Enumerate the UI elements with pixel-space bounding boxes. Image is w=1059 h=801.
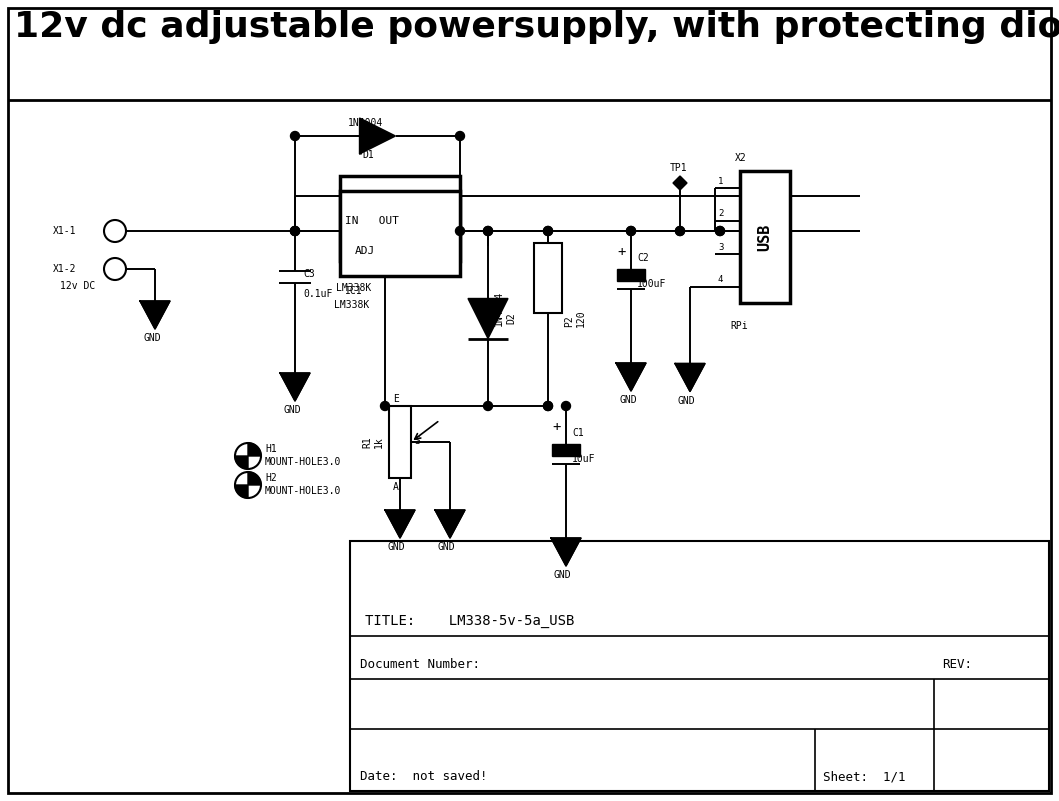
Text: IN   OUT: IN OUT: [345, 216, 399, 226]
Bar: [340, 191, 460, 276]
Text: 1: 1: [718, 176, 723, 186]
Circle shape: [543, 227, 553, 235]
Text: ADJ: ADJ: [355, 246, 375, 256]
Text: 1N4004: 1N4004: [493, 291, 504, 326]
Polygon shape: [675, 364, 705, 392]
Text: ADJ: ADJ: [358, 229, 378, 239]
Bar: [552, 444, 580, 456]
Circle shape: [543, 401, 553, 410]
Text: TP1: TP1: [670, 163, 687, 173]
Circle shape: [290, 227, 300, 235]
Polygon shape: [248, 443, 261, 456]
Text: LM338K: LM338K: [336, 283, 372, 293]
Circle shape: [380, 401, 390, 410]
Text: GND: GND: [438, 542, 455, 552]
Text: A: A: [393, 482, 399, 492]
Bar: [740, 171, 790, 303]
Circle shape: [484, 401, 492, 410]
Bar: [617, 269, 645, 281]
Text: X1-1: X1-1: [53, 226, 76, 236]
Text: +: +: [617, 245, 626, 259]
Text: X1-2: X1-2: [53, 264, 76, 274]
Bar: [340, 176, 460, 261]
Polygon shape: [385, 510, 415, 538]
Text: H1: H1: [265, 444, 276, 454]
Circle shape: [627, 227, 635, 235]
Text: TITLE:    LM338-5v-5a_USB: TITLE: LM338-5v-5a_USB: [365, 614, 574, 628]
Text: 2: 2: [718, 210, 723, 219]
Text: H2: H2: [265, 473, 276, 483]
Polygon shape: [359, 118, 395, 154]
Text: GND: GND: [143, 333, 161, 343]
Text: D2: D2: [506, 312, 516, 324]
Circle shape: [716, 227, 724, 235]
Text: IC1: IC1: [348, 269, 365, 279]
Text: C3: C3: [303, 269, 315, 279]
Polygon shape: [435, 510, 465, 538]
Bar: [534, 243, 562, 313]
Text: MOUNT-HOLE3.0: MOUNT-HOLE3.0: [265, 457, 341, 467]
Text: C1: C1: [572, 428, 584, 438]
Text: R1
1k: R1 1k: [362, 436, 383, 448]
Polygon shape: [674, 176, 687, 190]
Text: 10uF: 10uF: [572, 454, 595, 464]
Text: D1: D1: [362, 150, 374, 160]
Text: +: +: [552, 420, 560, 434]
Text: 0.1uF: 0.1uF: [303, 289, 333, 299]
Polygon shape: [140, 301, 170, 329]
Circle shape: [543, 401, 553, 410]
Polygon shape: [235, 485, 248, 498]
Text: GND: GND: [620, 395, 636, 405]
Circle shape: [484, 227, 492, 235]
Text: 100uF: 100uF: [638, 279, 666, 289]
Text: GND: GND: [388, 542, 406, 552]
Text: 12v DC: 12v DC: [60, 281, 95, 291]
Text: IC1: IC1: [345, 286, 362, 296]
Text: Sheet:  1/1: Sheet: 1/1: [823, 770, 905, 783]
Circle shape: [716, 227, 724, 235]
Text: 1N4004: 1N4004: [347, 118, 382, 128]
Circle shape: [290, 227, 300, 235]
Circle shape: [676, 227, 684, 235]
Text: 4: 4: [718, 276, 723, 284]
Text: P2
120: P2 120: [564, 310, 586, 328]
Text: LM338K: LM338K: [334, 300, 370, 310]
Circle shape: [543, 227, 553, 235]
Circle shape: [455, 227, 465, 235]
Circle shape: [484, 227, 492, 235]
Circle shape: [561, 401, 571, 410]
Bar: [351, 541, 1049, 791]
Text: S: S: [414, 436, 419, 446]
Text: GND: GND: [283, 405, 301, 415]
Polygon shape: [235, 456, 248, 469]
Polygon shape: [468, 299, 508, 339]
Text: X2: X2: [735, 153, 747, 163]
Circle shape: [627, 227, 635, 235]
Text: REV:: REV:: [941, 658, 972, 671]
Circle shape: [676, 227, 684, 235]
Bar: [389, 406, 411, 478]
Circle shape: [455, 131, 465, 140]
Text: 12v dc adjustable powersupply, with protecting diodes.: 12v dc adjustable powersupply, with prot…: [14, 10, 1059, 44]
Text: 3: 3: [718, 243, 723, 252]
Circle shape: [290, 227, 300, 235]
Text: C2: C2: [638, 253, 649, 263]
Circle shape: [290, 131, 300, 140]
Text: MOUNT-HOLE3.0: MOUNT-HOLE3.0: [265, 486, 341, 496]
Text: RPi: RPi: [730, 321, 748, 331]
Text: GND: GND: [554, 570, 572, 580]
Text: Document Number:: Document Number:: [360, 658, 480, 671]
Polygon shape: [551, 538, 581, 566]
Polygon shape: [248, 472, 261, 485]
Text: E: E: [393, 394, 399, 404]
Polygon shape: [280, 373, 310, 401]
Text: IN   OUT: IN OUT: [348, 196, 402, 206]
Text: Date:  not saved!: Date: not saved!: [360, 770, 487, 783]
Text: USB: USB: [757, 223, 772, 251]
Polygon shape: [616, 363, 646, 391]
Text: GND: GND: [678, 396, 696, 405]
